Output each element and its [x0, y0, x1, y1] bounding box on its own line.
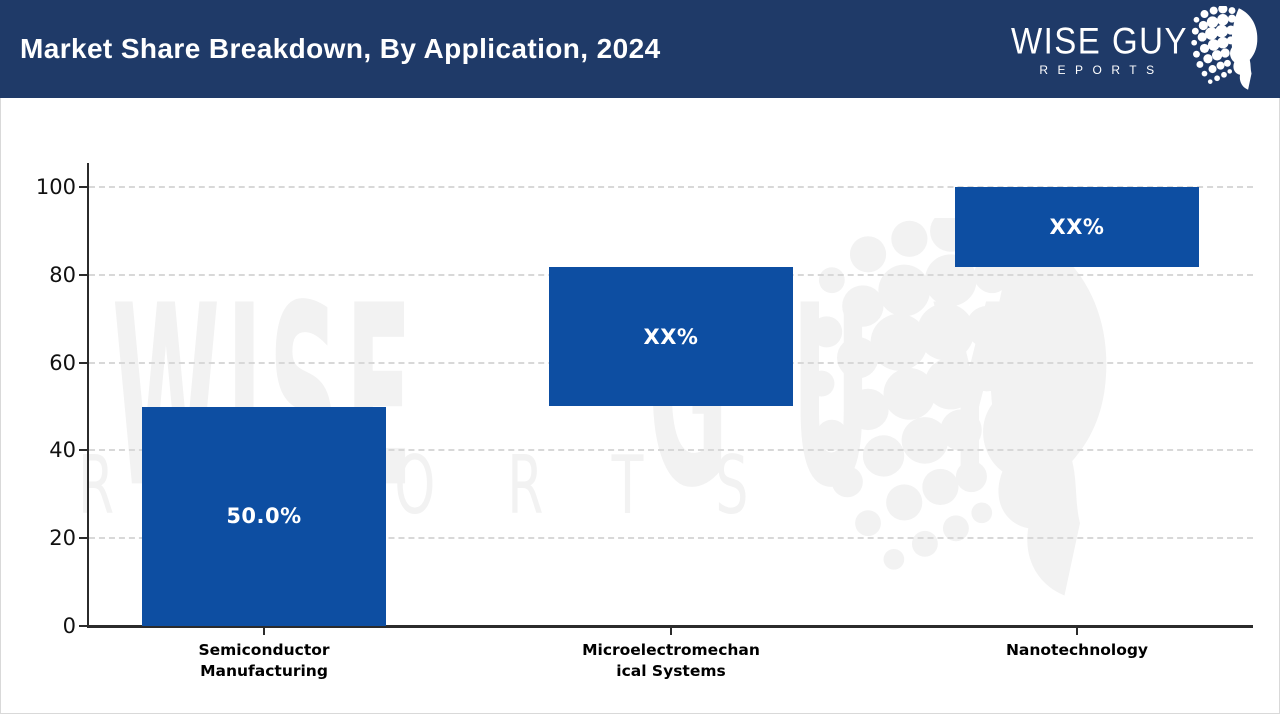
y-tick-label-80: 80: [49, 262, 76, 287]
x-category-label-line: Microelectromechan: [582, 641, 760, 659]
y-tick-mark-40: [79, 449, 87, 452]
bar-value-label-2: XX%: [1049, 214, 1105, 239]
bar-value-label-0: 50.0%: [226, 504, 302, 529]
logo-subtitle: REPORTS: [1039, 63, 1164, 77]
gridline-y20: [89, 537, 1253, 540]
page-title: Market Share Breakdown, By Application, …: [20, 33, 661, 64]
bar-value-label-1: XX%: [643, 324, 699, 349]
x-category-label-line: Nanotechnology: [1005, 641, 1149, 659]
y-tick-mark-60: [79, 361, 87, 364]
header: Market Share Breakdown, By Application, …: [0, 0, 1280, 98]
x-category-label-line: ical Systems: [616, 662, 726, 680]
x-category-label-0: Semiconductor Manufacturing: [94, 640, 434, 682]
y-tick-label-60: 60: [49, 350, 76, 375]
y-axis-line: [87, 163, 89, 627]
x-category-label-2: Nanotechnology: [907, 640, 1247, 661]
bar-1: XX%: [549, 266, 793, 407]
x-tick-mark-0: [263, 628, 265, 635]
x-category-label-line: Manufacturing: [200, 662, 328, 680]
y-tick-mark-20: [79, 537, 87, 540]
y-tick-label-20: 20: [49, 526, 76, 551]
x-tick-mark-2: [1076, 628, 1078, 635]
gridline-y40: [89, 449, 1253, 452]
x-category-label-line: Semiconductor: [198, 641, 330, 659]
gridline-y100: [89, 186, 1253, 188]
wiseguy-logo: WISE GUY REPORTS: [1011, 4, 1266, 94]
logo-text: WISE GUY REPORTS: [1011, 20, 1188, 77]
bar-0: 50.0%: [142, 406, 386, 626]
y-tick-label-40: 40: [49, 438, 76, 463]
bar-2: XX%: [955, 187, 1199, 267]
y-tick-mark-80: [79, 273, 87, 276]
y-tick-label-0: 0: [62, 614, 76, 638]
x-axis-line: [87, 625, 1253, 628]
x-category-label-1: Microelectromechan ical Systems: [501, 640, 841, 682]
y-tick-label-100: 100: [35, 175, 76, 199]
y-tick-mark-100: [79, 186, 87, 188]
x-tick-mark-1: [670, 628, 672, 635]
y-tick-mark-0: [79, 625, 87, 627]
logo-wordmark: WISE GUY: [1010, 20, 1188, 62]
